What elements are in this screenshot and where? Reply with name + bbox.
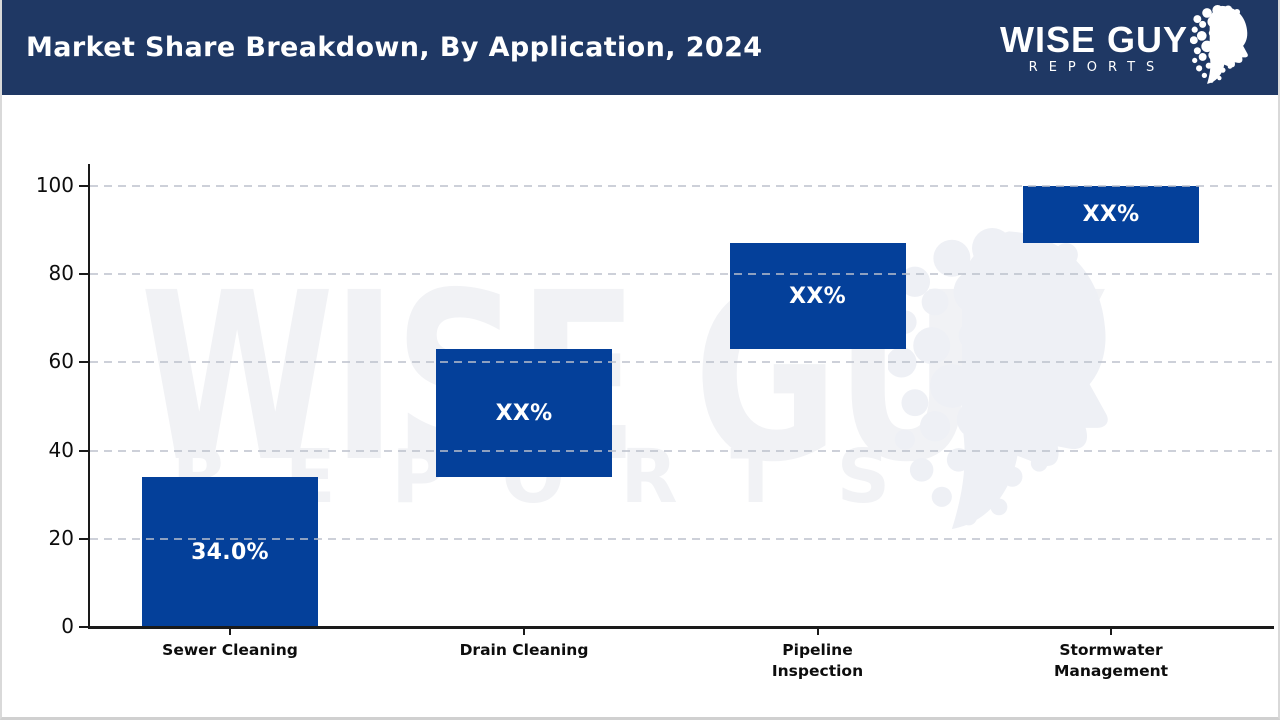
y-axis-tick-label: 0 [61,614,74,638]
y-axis-tick-label: 80 [48,261,74,286]
header-bar: Market Share Breakdown, By Application, … [0,0,1280,95]
bar-sewer-cleaning: 34.0% [142,477,318,627]
y-axis-tick [79,626,89,628]
logo-wordmark: WISE GUY [999,18,1188,60]
x-axis-tick [229,629,231,635]
x-axis-category-label: Pipeline Inspection [771,641,864,680]
x-axis-line [88,626,1274,629]
x-axis-category-label: Stormwater Management [1053,641,1169,680]
y-axis-tick-label: 60 [48,349,74,374]
logo-subtitle: REPORTS [1028,59,1166,75]
bar-drain-cleaning: XX% [436,349,612,478]
y-axis-tick-label: 40 [48,437,74,462]
wiseguy-logo: WISE GUY REPORTS [1000,3,1254,93]
bar-value-label: XX% [789,283,846,309]
logo-text: WISE GUY REPORTS [999,18,1188,75]
page-title: Market Share Breakdown, By Application, … [26,32,763,63]
gridline [90,185,1272,187]
x-axis-category-label: Sewer Cleaning [162,641,298,659]
y-axis-tick [79,273,89,276]
bar-value-label: XX% [495,400,553,426]
gridline [90,361,1272,364]
bar-value-label: XX% [1082,202,1140,228]
x-axis-tick [1110,629,1112,635]
bar-pipeline-inspection: XX% [729,243,906,350]
gridline [90,273,1272,276]
y-axis-tick-label: 100 [35,173,74,197]
gridline [90,537,1272,540]
y-axis-tick-label: 20 [48,525,74,550]
bar-stormwater-management: XX% [1023,186,1199,244]
gridline [90,449,1272,452]
bar-value-label: 34.0% [191,539,269,565]
y-axis-line [88,164,90,626]
x-axis-tick [523,629,525,635]
x-axis-tick [816,629,819,635]
x-axis-category-label: Drain Cleaning [459,641,589,659]
y-axis-tick [79,537,89,540]
logo-head-icon [1190,4,1248,84]
y-axis-tick [79,185,89,187]
y-axis-tick [79,361,89,364]
y-axis-tick [79,449,89,452]
